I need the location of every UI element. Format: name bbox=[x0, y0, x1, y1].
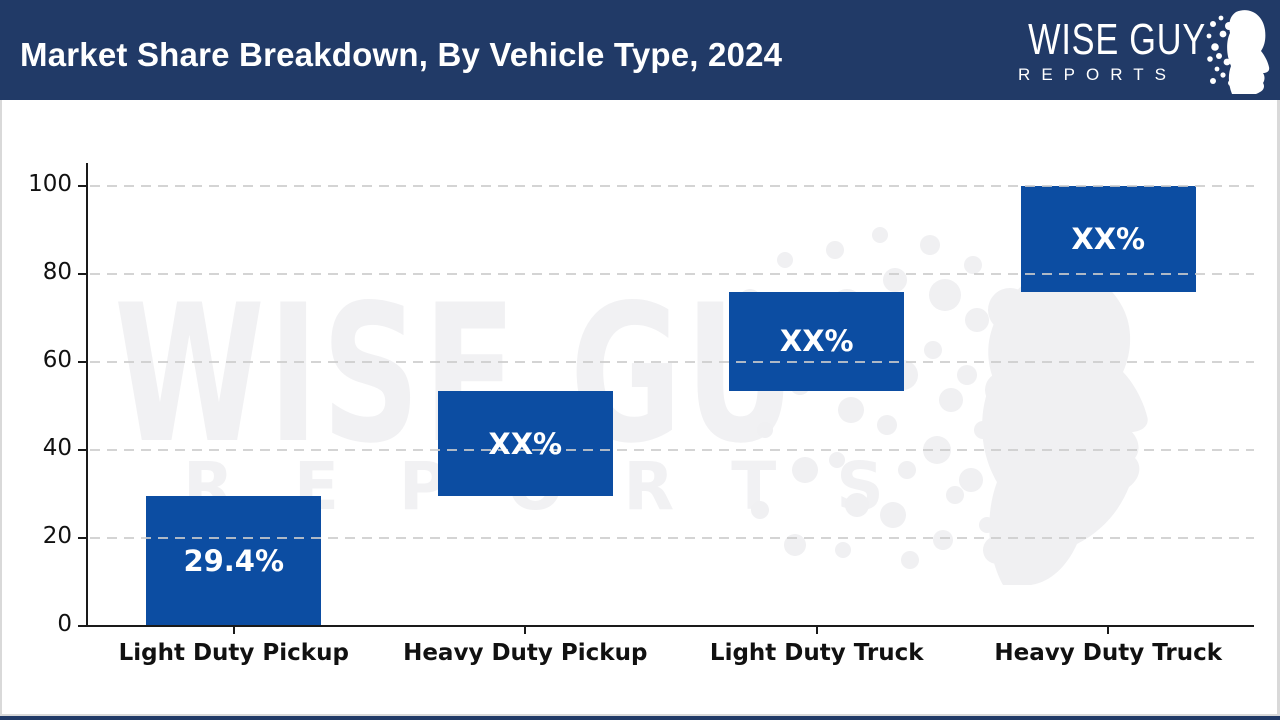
logo-text: WISE GUY REPORTS bbox=[978, 18, 1206, 85]
x-axis-tick bbox=[232, 627, 235, 634]
logo-wordmark: WISE GUY bbox=[1028, 15, 1206, 64]
dotted-head-profile-icon bbox=[1206, 10, 1270, 94]
y-gridline bbox=[90, 448, 1254, 451]
y-gridline bbox=[90, 360, 1254, 363]
bar-value-label: XX% bbox=[779, 324, 854, 359]
y-gridline bbox=[90, 184, 1254, 187]
y-axis-tick-label: 0 bbox=[57, 610, 72, 637]
y-axis-tick bbox=[78, 448, 86, 451]
x-axis-tick bbox=[1107, 627, 1110, 634]
y-axis-tick bbox=[78, 624, 86, 627]
x-axis-category-label: Heavy Duty Pickup bbox=[403, 640, 648, 666]
x-axis-tick bbox=[815, 627, 818, 634]
bar-segment bbox=[146, 496, 322, 626]
y-gridline bbox=[90, 272, 1254, 275]
y-axis-tick bbox=[78, 184, 86, 187]
x-axis-category-label: Heavy Duty Truck bbox=[994, 640, 1223, 666]
x-axis-category-label: Light Duty Pickup bbox=[118, 640, 349, 666]
footer-navy-bar bbox=[0, 716, 1280, 720]
page-title: Market Share Breakdown, By Vehicle Type,… bbox=[20, 36, 783, 73]
y-axis-tick-label: 60 bbox=[42, 346, 72, 373]
y-axis-tick bbox=[78, 272, 86, 275]
y-axis-tick-label: 20 bbox=[42, 522, 72, 549]
bar-value-label: XX% bbox=[1071, 221, 1146, 256]
bar-segment bbox=[437, 390, 613, 497]
y-axis-tick bbox=[78, 536, 86, 539]
x-axis-spine bbox=[86, 625, 1254, 627]
y-axis-tick-label: 100 bbox=[28, 170, 72, 197]
y-axis-tick-label: 40 bbox=[42, 434, 72, 461]
logo-reports-text: REPORTS bbox=[1018, 65, 1177, 84]
y-axis-tick-label: 80 bbox=[42, 258, 72, 285]
x-axis-tick bbox=[524, 627, 527, 634]
header-banner: Market Share Breakdown, By Vehicle Type,… bbox=[0, 0, 1280, 100]
bar-value-label: 29.4% bbox=[183, 543, 285, 578]
footer-divider bbox=[0, 714, 1280, 716]
y-axis-spine bbox=[86, 163, 88, 627]
wise-guy-reports-logo: WISE GUY REPORTS bbox=[972, 0, 1272, 100]
x-axis-category-label: Light Duty Truck bbox=[709, 640, 924, 666]
y-gridline bbox=[90, 536, 1254, 539]
bar-value-label: XX% bbox=[488, 426, 563, 461]
bar-segment bbox=[729, 291, 905, 391]
y-axis-tick bbox=[78, 360, 86, 363]
